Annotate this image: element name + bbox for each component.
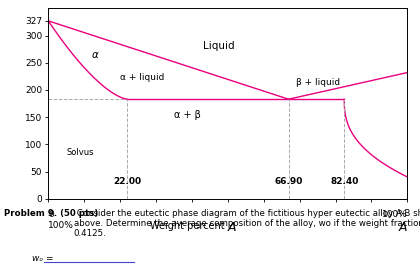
Text: A: A bbox=[228, 221, 236, 234]
Text: 22.00: 22.00 bbox=[113, 177, 142, 185]
Text: 0: 0 bbox=[48, 210, 54, 219]
Text: α + liquid: α + liquid bbox=[120, 73, 165, 82]
Text: 100%: 100% bbox=[381, 210, 407, 219]
Text: 82.40: 82.40 bbox=[330, 177, 358, 185]
Text: Weight percent: Weight percent bbox=[150, 221, 228, 231]
Text: Solvus: Solvus bbox=[66, 148, 94, 157]
Text: α + β: α + β bbox=[174, 110, 201, 120]
Text: A: A bbox=[399, 221, 407, 234]
Text: wₒ =: wₒ = bbox=[32, 254, 53, 263]
Text: Consider the eutectic phase diagram of the fictitious hyper eutectic alloy A-B s: Consider the eutectic phase diagram of t… bbox=[74, 208, 420, 238]
Text: 66.90: 66.90 bbox=[274, 177, 303, 185]
Text: Liquid: Liquid bbox=[203, 41, 234, 51]
Text: 100%: 100% bbox=[48, 221, 74, 230]
Text: Problem 9. (50 pts): Problem 9. (50 pts) bbox=[4, 208, 98, 217]
Text: β + liquid: β + liquid bbox=[296, 78, 340, 86]
Text: α: α bbox=[92, 50, 98, 60]
